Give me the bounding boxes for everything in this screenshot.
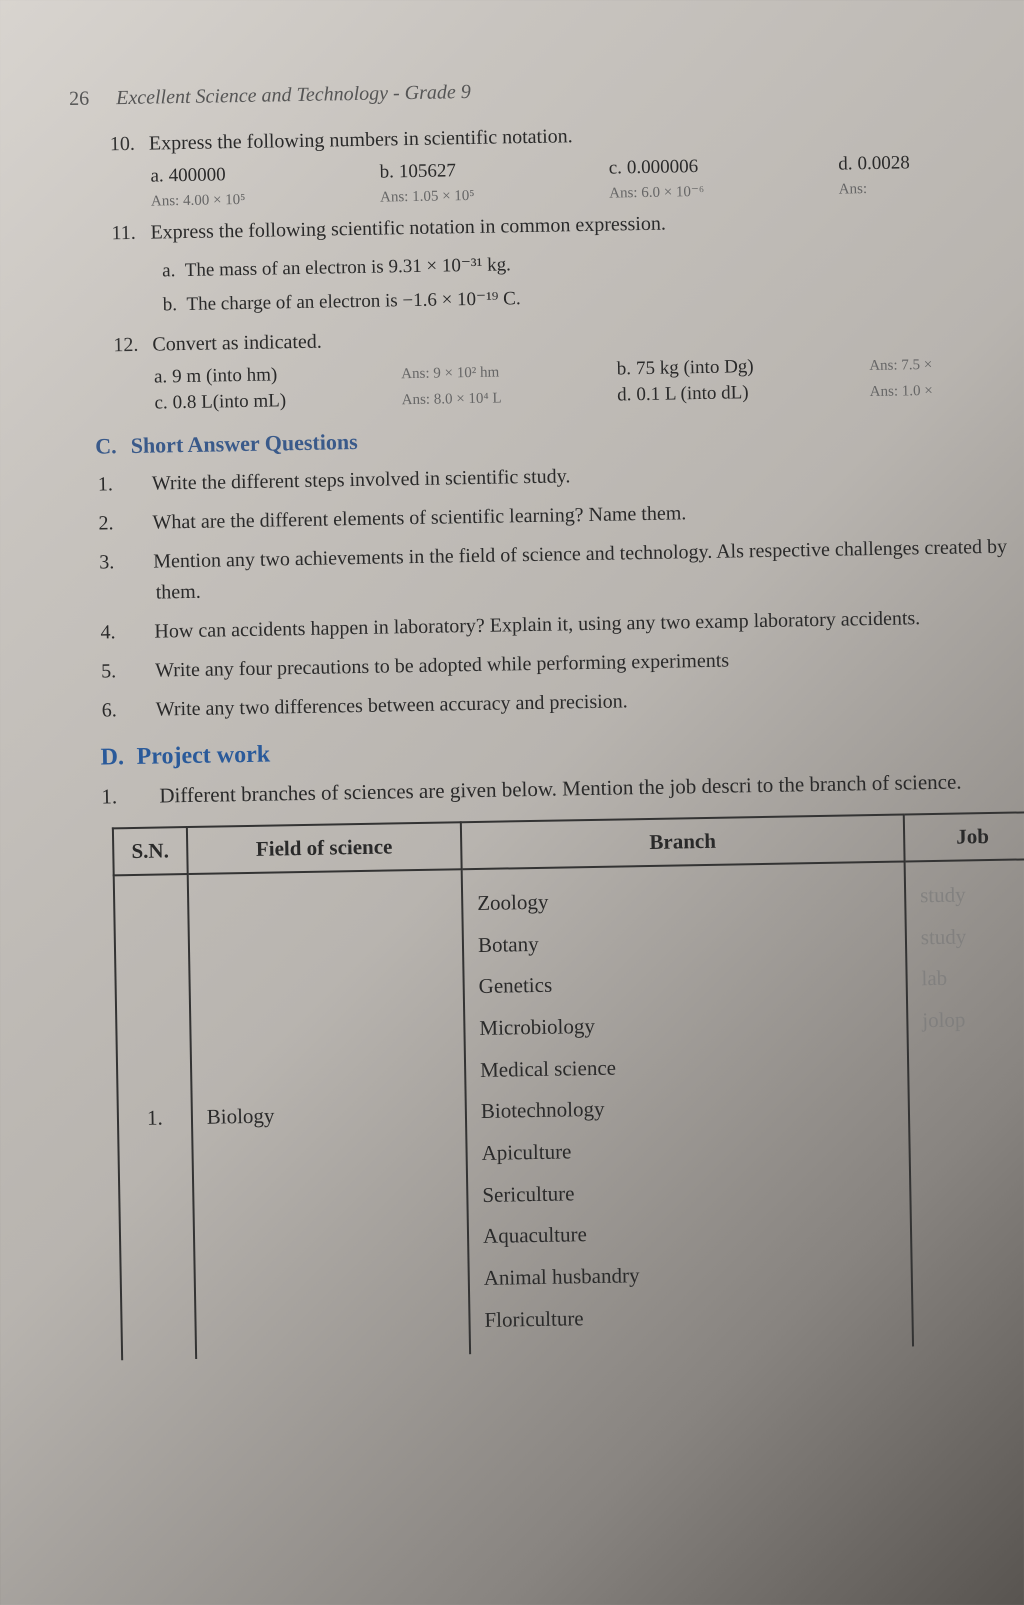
branches-table: S.N. Field of science Branch Job 1. Biol… (112, 811, 1024, 1361)
q10-opt-d: d.0.0028 (838, 150, 1014, 175)
branch-list: Zoology Botany Genetics Microbiology Med… (477, 879, 898, 1339)
th-branch: Branch (461, 814, 905, 869)
branch-item: Animal husbandry (483, 1254, 896, 1297)
saq-2: 2.What are the different elements of sci… (126, 493, 1020, 540)
branch-item: Zoology (477, 879, 890, 922)
q10-number: 10. (110, 128, 145, 161)
section-c-title: C. Short Answer Questions (95, 418, 1019, 460)
branch-item: Medical science (480, 1045, 893, 1088)
td-branch: Zoology Botany Genetics Microbiology Med… (462, 861, 913, 1354)
q12-ans-a: Ans: 9 × 10² hm (401, 363, 587, 383)
q12-opt-c: c.0.8 L(into mL) (154, 389, 372, 415)
q10-opt-c: c.0.000006 (609, 154, 809, 179)
q10-ans-d: Ans: (839, 178, 1015, 198)
section-d-title: D. Project work (100, 729, 1024, 772)
project-1: 1.Different branches of sciences are giv… (131, 766, 1024, 813)
q12-number: 12. (113, 329, 148, 362)
td-sn: 1. (114, 874, 196, 1361)
q11-text: Express the following scientific notatio… (150, 213, 666, 244)
saq-5: 5.Write any four precautions to be adopt… (129, 641, 1023, 688)
q10-opt-a: a.400000 (150, 162, 349, 187)
book-title: Excellent Science and Technology - Grade… (116, 81, 471, 109)
branch-item: Botany (478, 920, 891, 963)
q12-options: a.9 m (into hm) Ans: 9 × 10² hm b.75 kg … (154, 352, 1019, 415)
q12-opt-b: b.75 kg (into Dg) (617, 355, 840, 381)
job-item: study (920, 918, 1024, 956)
q12-ans-b: Ans: 7.5 × (869, 356, 1018, 376)
branch-item: Floriculture (484, 1295, 897, 1338)
table-row: 1. Biology Zoology Botany Genetics Micro… (114, 859, 1024, 1361)
saq-4: 4.How can accidents happen in laboratory… (128, 602, 1022, 649)
page-number: 26 (69, 88, 89, 110)
q12-ans-d: Ans: 1.0 × (870, 382, 1019, 402)
section-c-letter: C. (95, 433, 125, 460)
job-item: lab (921, 960, 1024, 998)
q10-text: Express the following numbers in scienti… (149, 125, 573, 154)
q10-ans-c: Ans: 6.0 × 10⁻⁶ (609, 180, 809, 202)
job-handwriting: study study lab jolop (920, 876, 1024, 1039)
section-d-letter: D. (100, 744, 130, 772)
q10-ans-b: Ans: 1.05 × 10⁵ (380, 186, 579, 206)
saq-1: 1.Write the different steps involved in … (126, 454, 1020, 501)
section-d-label: Project work (136, 742, 270, 770)
q12-opt-a: a.9 m (into hm) (154, 363, 372, 389)
branch-item: Apiculture (481, 1129, 894, 1172)
q11-number: 11. (111, 217, 146, 250)
q12-text: Convert as indicated. (152, 331, 322, 356)
th-sn: S.N. (113, 827, 188, 875)
th-job: Job (904, 812, 1024, 861)
q10-options: a.400000 b.105627 c.0.000006 d.0.0028 An… (150, 150, 1015, 210)
saq-3: 3.Mention any two achievements in the fi… (127, 532, 1022, 610)
section-c-label: Short Answer Questions (130, 429, 357, 458)
textbook-page: 26 Excellent Science and Technology - Gr… (29, 52, 1024, 1382)
q12-opt-d: d.0.1 L (into dL) (617, 381, 840, 407)
job-item: study (920, 876, 1024, 914)
td-job: study study lab jolop (904, 859, 1024, 1347)
q12-ans-c: Ans: 8.0 × 10⁴ L (402, 389, 588, 409)
job-item: jolop (922, 1001, 1024, 1039)
saq-6: 6.Write any two differences between accu… (130, 680, 1024, 727)
th-field: Field of science (187, 822, 462, 874)
q11-subs: a. The mass of an electron is 9.31 × 10⁻… (162, 239, 1017, 322)
q10-ans-a: Ans: 4.00 × 10⁵ (151, 190, 350, 210)
branch-item: Biotechnology (481, 1087, 894, 1130)
q10-opt-b: b.105627 (379, 158, 579, 183)
td-field: Biology (188, 869, 471, 1359)
branch-item: Microbiology (479, 1004, 892, 1047)
branch-item: Genetics (478, 962, 891, 1005)
page-header: 26 Excellent Science and Technology - Gr… (69, 72, 1013, 111)
branch-item: Aquaculture (483, 1212, 896, 1255)
branch-item: Sericulture (482, 1170, 895, 1213)
